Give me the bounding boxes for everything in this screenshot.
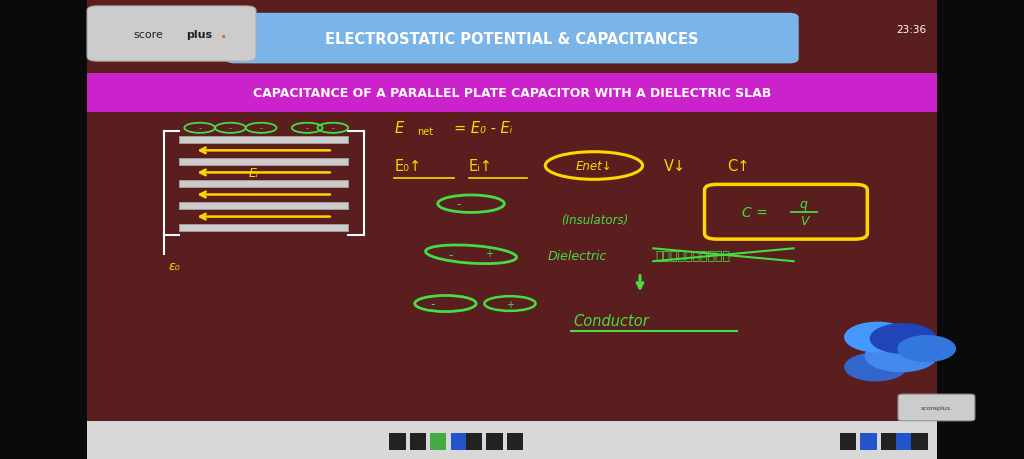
Bar [486,433,503,450]
Text: net: net [417,127,433,137]
Bar [87,0,937,421]
Bar [911,433,928,450]
Text: स्वेच्छासी: स्वेच्छासी [655,250,730,263]
Text: E: E [394,121,403,136]
Text: ε₀: ε₀ [168,259,180,272]
Bar [881,433,897,450]
Text: q: q [800,197,808,211]
FancyBboxPatch shape [87,7,256,62]
Circle shape [845,353,906,381]
Bar [410,433,426,450]
Text: -: - [457,198,461,211]
Text: +: + [506,299,514,309]
Text: -: - [430,297,434,310]
Bar [179,203,348,209]
Circle shape [870,324,936,353]
Bar [430,433,446,450]
Text: CAPACITANCE OF A PARALLEL PLATE CAPACITOR WITH A DIELECTRIC SLAB: CAPACITANCE OF A PARALLEL PLATE CAPACITO… [253,86,771,100]
Text: -: - [306,124,308,133]
Text: C =: C = [742,205,768,219]
Bar [179,181,348,187]
Text: 23:36: 23:36 [897,25,927,35]
Text: Eᵢ: Eᵢ [249,167,258,179]
Text: plus: plus [186,29,213,39]
Bar [466,433,482,450]
Text: +: + [485,248,494,258]
Text: Dielectric: Dielectric [548,250,607,263]
Bar [389,433,406,450]
Text: -: - [449,248,453,261]
Text: (Insulators): (Insulators) [561,214,629,227]
Bar [179,159,348,165]
Bar [896,433,912,450]
Bar [179,225,348,231]
Bar [87,421,937,459]
Text: Conductor: Conductor [573,314,649,329]
Text: V↓: V↓ [664,159,686,174]
Bar [179,137,348,143]
Bar [937,0,1024,459]
Text: C↑: C↑ [727,159,750,174]
Text: Enet↓: Enet↓ [575,160,612,173]
Text: -: - [229,124,231,133]
Text: -: - [332,124,334,133]
Text: V: V [800,215,808,228]
Text: Eᵢ↑: Eᵢ↑ [469,159,493,174]
Text: -: - [199,124,201,133]
Bar [0,0,87,459]
Bar [507,433,523,450]
Text: ELECTROSTATIC POTENTIAL & CAPACITANCES: ELECTROSTATIC POTENTIAL & CAPACITANCES [326,32,698,46]
Text: score: score [133,29,164,39]
Text: .: . [220,28,226,41]
Circle shape [865,340,937,372]
Circle shape [845,323,910,352]
Circle shape [898,336,955,362]
Text: E₀↑: E₀↑ [394,159,422,174]
Text: -: - [260,124,262,133]
Bar [87,73,937,112]
Bar [451,433,467,450]
Text: = E₀ - Eᵢ: = E₀ - Eᵢ [454,121,512,136]
FancyBboxPatch shape [225,14,799,64]
FancyBboxPatch shape [898,394,975,421]
Bar [860,433,877,450]
Text: scoreplus.: scoreplus. [921,405,953,410]
Bar [840,433,856,450]
